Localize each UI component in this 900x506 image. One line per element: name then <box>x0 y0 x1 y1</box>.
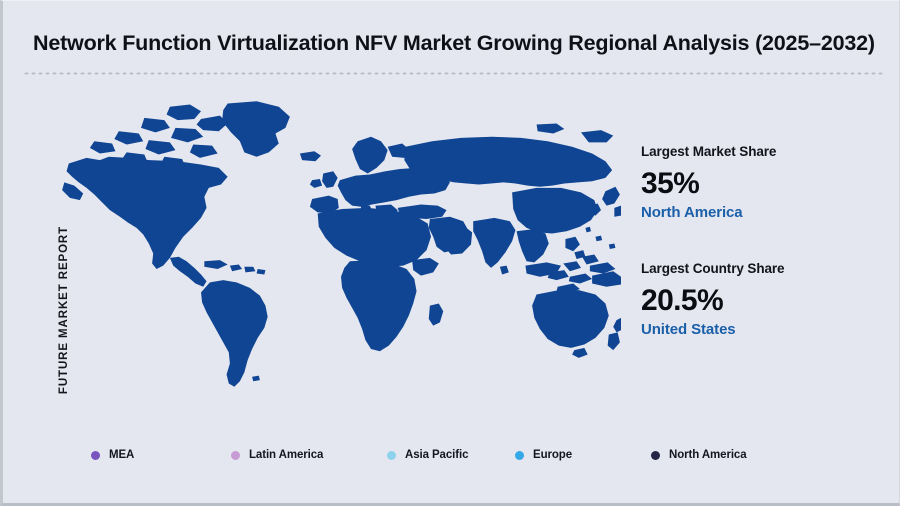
stat-region: United States <box>641 320 736 338</box>
stat-label: Largest Country Share <box>641 260 785 276</box>
stat-value: 20.5% <box>641 283 724 317</box>
legend-item-europe[interactable]: Europe <box>515 449 572 461</box>
title-divider <box>23 72 885 75</box>
legend-marker-icon <box>231 450 240 460</box>
stat-value: 35% <box>641 167 700 200</box>
legend-label: MEA <box>109 449 135 461</box>
legend-label: Latin America <box>249 449 324 461</box>
legend-marker-icon <box>91 450 100 460</box>
legend-item-north-america[interactable]: North America <box>651 449 747 461</box>
stat-block-country-share: Largest Country Share 20.5% United State… <box>641 261 891 338</box>
legend-label: North America <box>669 449 747 461</box>
stat-block-market-share: Largest Market Share 35% North America <box>641 144 891 221</box>
legend-label: Europe <box>533 449 573 461</box>
stats-panel: Largest Market Share 35% North America L… <box>641 144 891 366</box>
legend-marker-icon <box>387 450 396 460</box>
page-title: Network Function Virtualization NFV Mark… <box>33 31 875 55</box>
map-landmasses <box>62 101 621 387</box>
stat-region: North America <box>641 203 743 221</box>
legend-marker-icon <box>651 450 660 460</box>
legend-item-asia-pacific[interactable]: Asia Pacific <box>387 449 468 461</box>
map-legend: MEA Latin America Asia Pacific Europe No… <box>91 449 881 469</box>
legend-item-latin-america[interactable]: Latin America <box>231 449 323 461</box>
stat-label: Largest Market Share <box>641 144 777 159</box>
legend-label: Asia Pacific <box>405 449 469 461</box>
world-map <box>61 99 621 399</box>
legend-item-mea[interactable]: MEA <box>91 449 134 461</box>
world-map-svg <box>62 101 621 387</box>
legend-marker-icon <box>515 450 524 460</box>
